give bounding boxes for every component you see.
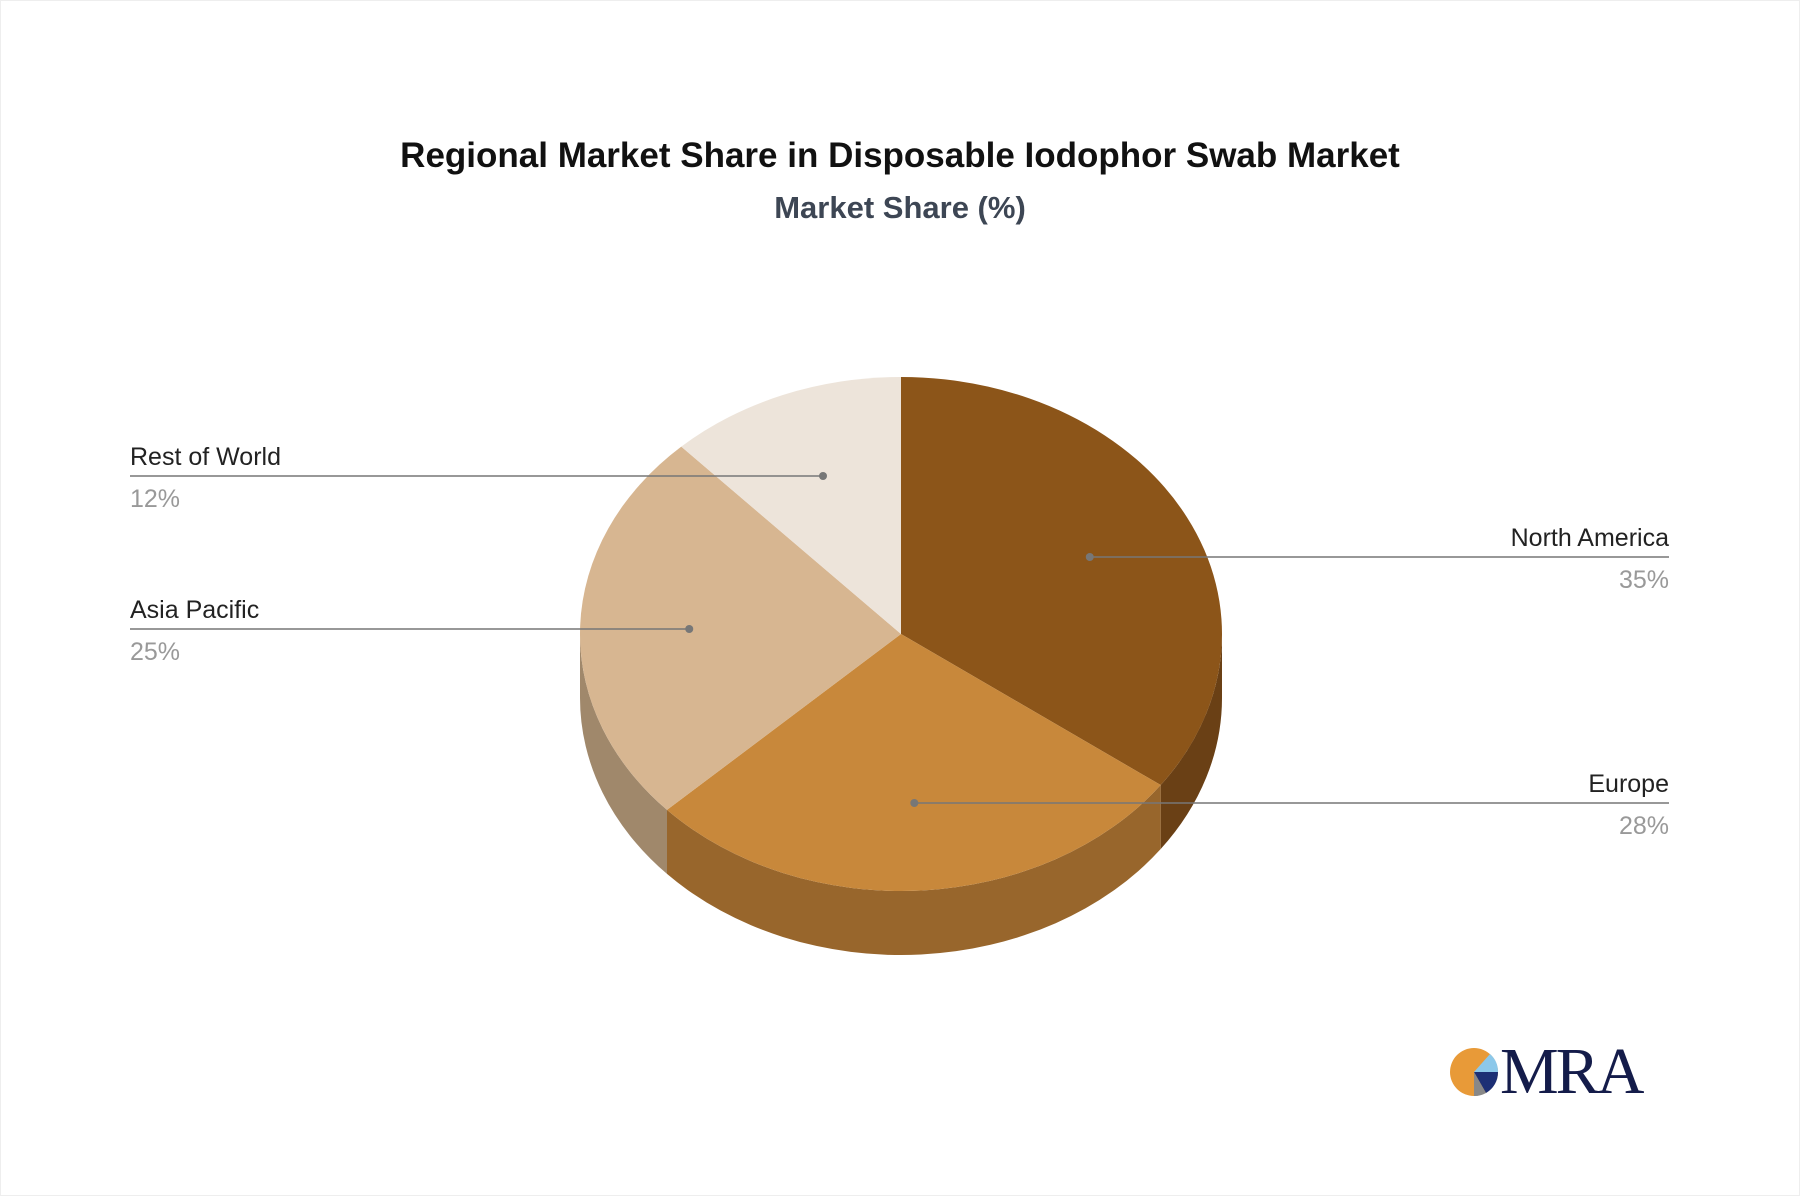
- chart-title: Regional Market Share in Disposable Iodo…: [400, 136, 1400, 175]
- pie-side-europe: [667, 785, 1161, 955]
- label-europe: Europe: [1588, 770, 1669, 798]
- pie-slice-rest-of-world: [681, 377, 901, 634]
- logo-text: MRA: [1500, 1035, 1644, 1108]
- leader-dot-north-america: [1085, 553, 1094, 561]
- label-north-america: North America: [1511, 524, 1669, 552]
- pie-side-north-america: [1160, 634, 1222, 850]
- pct-label-europe: 28%: [1619, 812, 1669, 840]
- chart-subtitle: Market Share (%): [774, 190, 1026, 225]
- pct-label-rest-of-world: 12%: [130, 485, 180, 513]
- label-rest-of-world: Rest of World: [130, 443, 281, 471]
- pie-side-asia-pacific: [580, 634, 668, 874]
- leader-dot-asia-pacific: [685, 625, 694, 633]
- mra-logo: MRA: [1448, 1035, 1644, 1108]
- label-asia-pacific: Asia Pacific: [130, 596, 259, 624]
- pie-slice-asia-pacific: [580, 446, 901, 810]
- leader-dot-rest-of-world: [819, 472, 828, 480]
- pie-slice-europe: [667, 634, 1161, 891]
- logo-pie-icon: [1450, 1048, 1499, 1097]
- pie-slice-north-america: [901, 377, 1222, 786]
- leader-dot-europe: [910, 799, 919, 807]
- pct-label-north-america: 35%: [1619, 566, 1669, 594]
- pct-label-asia-pacific: 25%: [130, 638, 180, 666]
